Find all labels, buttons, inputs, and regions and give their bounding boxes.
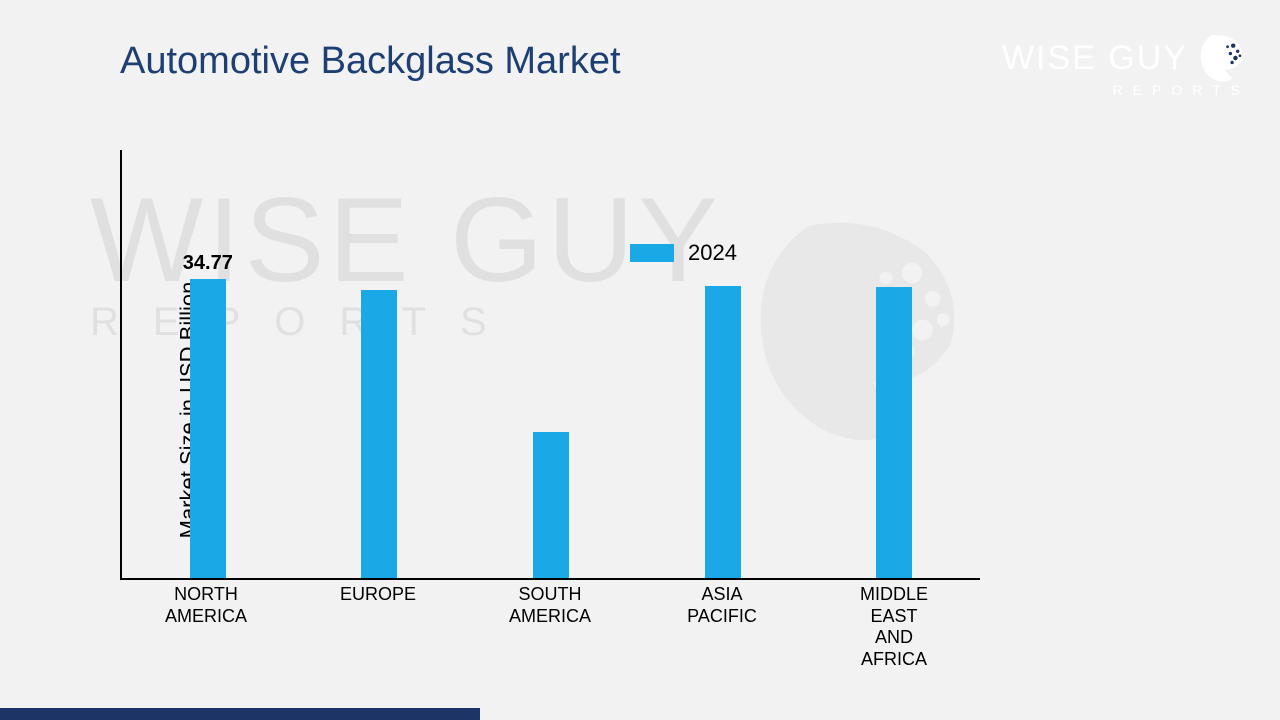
- bar: [361, 290, 397, 578]
- bar-slot: 34.77: [123, 150, 293, 578]
- bar-value-label: 34.77: [183, 252, 233, 275]
- bar: [705, 286, 741, 578]
- bar: [876, 287, 912, 578]
- bar-slot: [638, 150, 808, 578]
- bar-slot: [809, 150, 979, 578]
- x-axis-category-label: SOUTHAMERICA: [465, 584, 635, 670]
- x-axis-labels: NORTHAMERICAEUROPESOUTHAMERICAASIAPACIFI…: [120, 584, 980, 670]
- bar-slot: [466, 150, 636, 578]
- page-root: WISE GUY REPORTS Automotive Backglass Ma…: [0, 0, 1280, 720]
- x-axis-category-label: EUROPE: [293, 584, 463, 670]
- x-axis-category-label: MIDDLEEASTANDAFRICA: [809, 584, 979, 670]
- logo-text-top: WISE GUY: [1002, 39, 1188, 78]
- x-axis-category-label: ASIAPACIFIC: [637, 584, 807, 670]
- bottom-accent-bar: [0, 708, 480, 720]
- plot-area: 34.77: [120, 150, 980, 580]
- brand-logo: WISE GUY REPORTS: [1002, 30, 1250, 98]
- chart-title: Automotive Backglass Market: [120, 40, 621, 83]
- x-axis-category-label: NORTHAMERICA: [121, 584, 291, 670]
- bar-slot: [294, 150, 464, 578]
- bar: 34.77: [190, 279, 226, 578]
- bar: [533, 432, 569, 578]
- chart-region: Market Size in USD Billion 2024 34.77 NO…: [60, 130, 1000, 690]
- sidebar-panel: [1060, 0, 1280, 720]
- logo-line-1: WISE GUY: [1002, 30, 1250, 86]
- logo-head-icon: [1194, 30, 1250, 86]
- bars-container: 34.77: [122, 150, 980, 578]
